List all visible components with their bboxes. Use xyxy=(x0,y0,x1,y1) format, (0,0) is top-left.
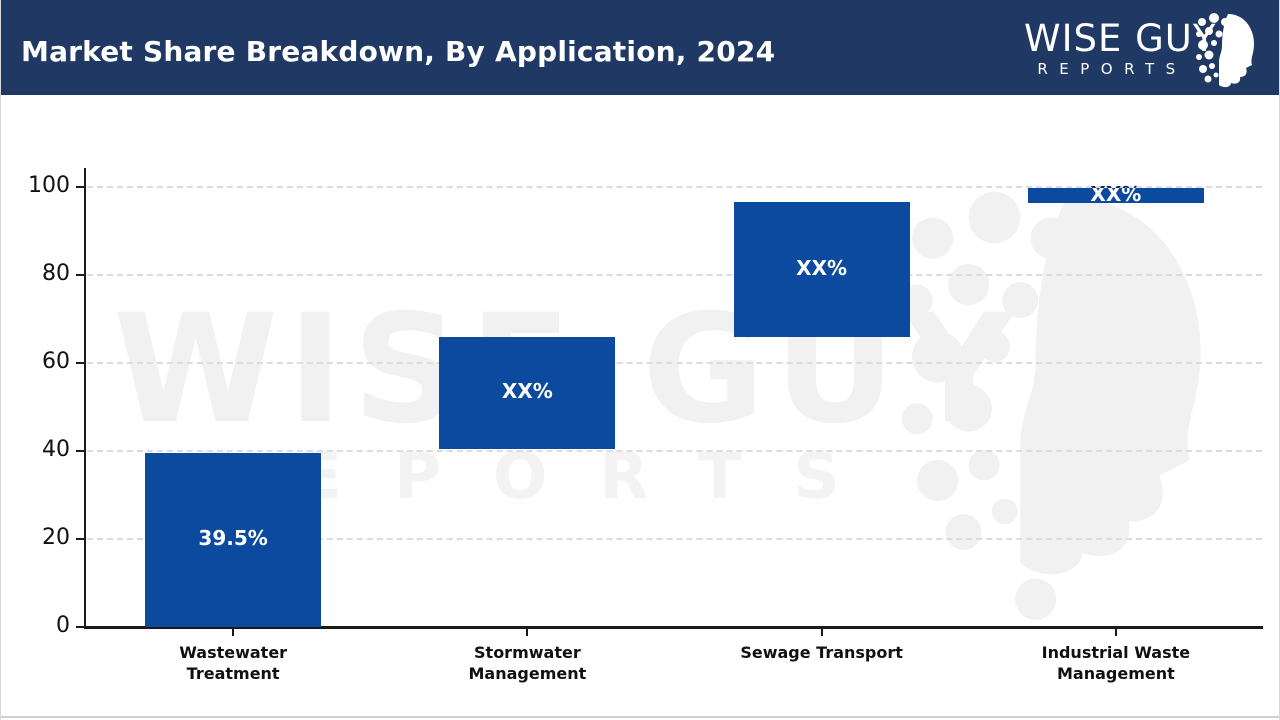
watermark-head-icon xyxy=(901,191,1201,620)
brand-logo: WISE GUY REPORTS xyxy=(1022,8,1267,88)
bar-1: XX% xyxy=(439,337,616,450)
gridline-80 xyxy=(87,274,1262,276)
y-tick-0 xyxy=(76,626,84,628)
gridline-20 xyxy=(87,538,1262,540)
y-tick-80 xyxy=(76,274,84,276)
bar-label-1: XX% xyxy=(501,379,553,404)
x-tick-0 xyxy=(232,629,235,636)
x-tick-1 xyxy=(526,629,529,636)
header: Market Share Breakdown, By Application, … xyxy=(1,0,1279,95)
y-tick-label-100: 100 xyxy=(28,173,70,198)
bar-label-0: 39.5% xyxy=(198,526,268,551)
y-tick-40 xyxy=(76,450,84,452)
x-label-0: Wastewater Treatment xyxy=(179,643,288,683)
gridline-100 xyxy=(87,186,1262,188)
y-tick-100 xyxy=(76,186,84,188)
gridline-40 xyxy=(87,450,1262,452)
bar-0: 39.5% xyxy=(145,453,322,627)
y-axis-line xyxy=(84,168,86,627)
y-tick-60 xyxy=(76,362,84,364)
x-label-3: Industrial Waste Management xyxy=(1041,643,1191,683)
figure-bottom-border xyxy=(1,716,1279,718)
y-tick-label-60: 60 xyxy=(42,349,70,374)
x-label-2: Sewage Transport xyxy=(740,643,903,662)
brand-logo-text: WISE GUY REPORTS xyxy=(1024,17,1217,79)
y-tick-label-20: 20 xyxy=(42,525,70,550)
bar-label-3: XX% xyxy=(1090,188,1142,204)
y-tick-label-40: 40 xyxy=(42,437,70,462)
bar-3: XX% xyxy=(1027,188,1204,204)
page-title: Market Share Breakdown, By Application, … xyxy=(21,35,776,68)
bar-label-2: XX% xyxy=(796,255,848,280)
x-label-1: Stormwater Management xyxy=(468,643,587,683)
x-tick-2 xyxy=(820,629,823,636)
x-axis-line xyxy=(84,626,1263,629)
brand-subtitle: REPORTS xyxy=(1037,60,1187,78)
gridline-60 xyxy=(87,362,1262,364)
x-tick-3 xyxy=(1114,629,1117,636)
y-tick-20 xyxy=(76,538,84,540)
wiseguy-head-icon xyxy=(1196,13,1254,88)
y-tick-label-80: 80 xyxy=(42,261,70,286)
chart-area: WISE GUY REPORTS 02040608010039.5%39.5%W… xyxy=(1,95,1279,720)
bar-2: XX% xyxy=(733,202,910,338)
brand-name: WISE GUY xyxy=(1024,17,1217,60)
y-tick-label-0: 0 xyxy=(56,613,70,638)
